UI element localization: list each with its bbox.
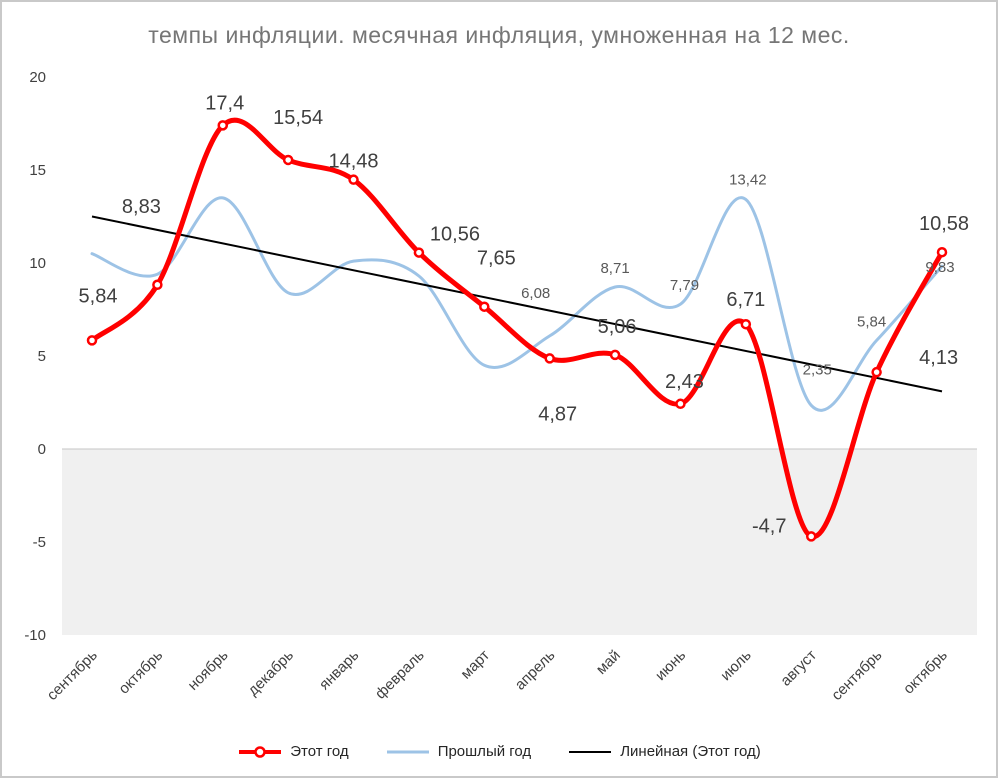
legend-item-this-year: Этот год (237, 743, 349, 760)
legend: Этот год Прошлый год Линейная (Этот год) (2, 743, 996, 760)
this-year-marker (413, 247, 425, 258)
this-year-marker (740, 318, 752, 330)
data-label: 6,08 (521, 285, 550, 302)
data-label: 14,48 (329, 151, 379, 173)
this-year-marker (609, 349, 621, 361)
x-axis-label: декабрь (245, 647, 298, 700)
negative-region-background (62, 449, 977, 635)
data-label: 17,4 (205, 92, 244, 114)
data-label: 2,35 (803, 361, 832, 378)
last-year-line (90, 196, 944, 412)
last-year-swatch-icon (386, 750, 429, 753)
this-year-marker (282, 154, 294, 166)
data-label: 2,43 (665, 371, 704, 393)
data-label: 4,87 (538, 403, 577, 425)
this-year-marker (805, 531, 817, 542)
x-axis-label: ноябрь (185, 647, 232, 694)
y-axis-tick-label: 0 (38, 441, 46, 458)
x-axis-label: сентябрь (44, 647, 101, 704)
data-label: 8,71 (600, 260, 629, 277)
legend-label-last-year: Прошлый год (437, 743, 532, 760)
legend-label-trendline: Линейная (Этот год) (620, 743, 761, 760)
this-year-marker (936, 246, 948, 258)
legend-item-trendline: Линейная (Этот год) (567, 743, 761, 760)
data-label: 10,56 (430, 224, 480, 246)
data-label: 5,06 (598, 316, 637, 338)
legend-item-last-year: Прошлый год (385, 743, 532, 760)
this-year-marker (871, 366, 882, 378)
data-label: 5,84 (857, 313, 886, 330)
this-year-marker (152, 279, 163, 291)
this-year-marker (479, 301, 490, 312)
data-label: -4,7 (752, 515, 786, 537)
data-label: 4,13 (919, 347, 958, 369)
chart-title: темпы инфляции. месячная инфляция, умнож… (148, 22, 850, 48)
x-axis-label: октябрь (900, 647, 951, 698)
legend-label-this-year: Этот год (290, 743, 349, 760)
data-label: 10,58 (919, 213, 969, 235)
y-axis-tick-label: 20 (29, 69, 46, 86)
data-label: 7,65 (477, 248, 516, 270)
y-axis-tick-label: -10 (24, 627, 46, 644)
trendline (91, 215, 943, 393)
y-axis-tick-label: -5 (33, 534, 46, 551)
x-axis-label: июнь (652, 647, 689, 684)
x-axis-label: июль (717, 647, 755, 685)
data-label: 9,83 (925, 259, 954, 276)
y-axis-tick-label: 15 (29, 162, 46, 179)
x-axis-label: апрель (512, 647, 559, 694)
data-label: 5,84 (79, 285, 118, 307)
trendline-swatch-icon (569, 750, 612, 753)
data-label: 8,83 (122, 196, 161, 218)
this-year-marker (544, 353, 555, 364)
data-label: 15,54 (273, 107, 323, 129)
x-axis-label: февраль (372, 647, 428, 703)
this-year-marker (675, 398, 686, 410)
this-year-marker (217, 120, 229, 131)
y-axis-tick-label: 10 (29, 255, 46, 272)
x-axis-label: май (593, 647, 624, 678)
y-axis-tick-label: 5 (38, 348, 46, 365)
this-year-marker (86, 335, 98, 346)
data-label: 7,79 (670, 277, 699, 294)
data-label: 13,42 (729, 171, 767, 188)
x-axis-label: январь (316, 647, 363, 694)
this-year-swatch-icon (239, 745, 282, 758)
data-label: 6,71 (726, 289, 765, 311)
x-axis-label: октябрь (115, 647, 166, 698)
this-year-marker (348, 174, 359, 185)
x-axis-label: сентябрь (828, 647, 885, 704)
x-axis-label: март (457, 647, 493, 683)
x-axis-label: август (777, 647, 820, 690)
